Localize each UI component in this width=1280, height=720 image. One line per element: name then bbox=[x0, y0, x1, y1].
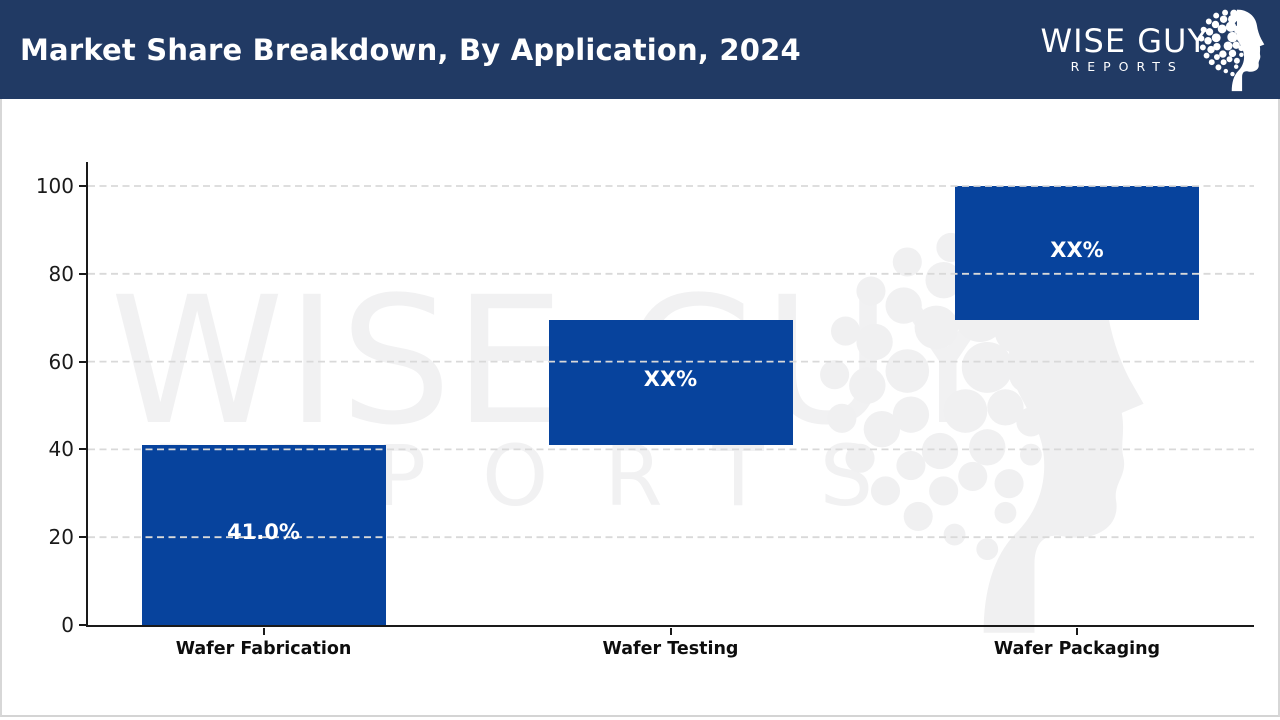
y-tick-80 bbox=[79, 272, 87, 275]
y-tick-100 bbox=[79, 185, 87, 187]
wiseguy-logo: WISE GUY REPORTS bbox=[1040, 6, 1268, 94]
x-axis-label-wafer-testing: Wafer Testing bbox=[602, 639, 739, 659]
logo-text: WISE GUY REPORTS bbox=[1040, 25, 1208, 74]
y-tick-label-40: 40 bbox=[48, 437, 74, 462]
y-tick-40 bbox=[79, 448, 87, 451]
y-tick-20 bbox=[79, 536, 87, 539]
wiseguy-head-icon bbox=[1194, 6, 1268, 94]
x-tick-wafer-packaging bbox=[1076, 628, 1078, 635]
bar-value-label-wafer-packaging: XX% bbox=[1050, 237, 1104, 262]
y-axis-spine bbox=[86, 162, 89, 627]
bar-wafer-testing bbox=[548, 319, 793, 445]
bar-wafer-fabrication bbox=[141, 445, 386, 625]
app-header: Market Share Breakdown, By Application, … bbox=[0, 0, 1280, 99]
bar-wafer-packaging bbox=[955, 186, 1199, 320]
y-tick-label-0: 0 bbox=[61, 613, 74, 637]
bar-value-label-wafer-fabrication: 41.0% bbox=[227, 520, 300, 544]
x-axis-label-wafer-packaging: Wafer Packaging bbox=[993, 639, 1161, 659]
x-tick-wafer-testing bbox=[669, 628, 672, 635]
y-tick-0 bbox=[79, 624, 87, 626]
y-tick-label-60: 60 bbox=[48, 349, 74, 374]
chart-title: Market Share Breakdown, By Application, … bbox=[20, 32, 801, 67]
x-tick-wafer-fabrication bbox=[262, 628, 265, 635]
bar-value-label-wafer-testing: XX% bbox=[643, 367, 698, 392]
logo-wordmark: WISE GUY bbox=[1040, 22, 1208, 61]
y-tick-label-20: 20 bbox=[48, 525, 74, 550]
logo-subtext: REPORTS bbox=[1070, 59, 1184, 75]
y-tick-label-80: 80 bbox=[48, 261, 74, 286]
x-axis-label-wafer-fabrication: Wafer Fabrication bbox=[175, 639, 352, 659]
x-axis-spine bbox=[86, 625, 1254, 628]
y-tick-label-100: 100 bbox=[35, 174, 74, 198]
y-tick-60 bbox=[79, 360, 87, 363]
